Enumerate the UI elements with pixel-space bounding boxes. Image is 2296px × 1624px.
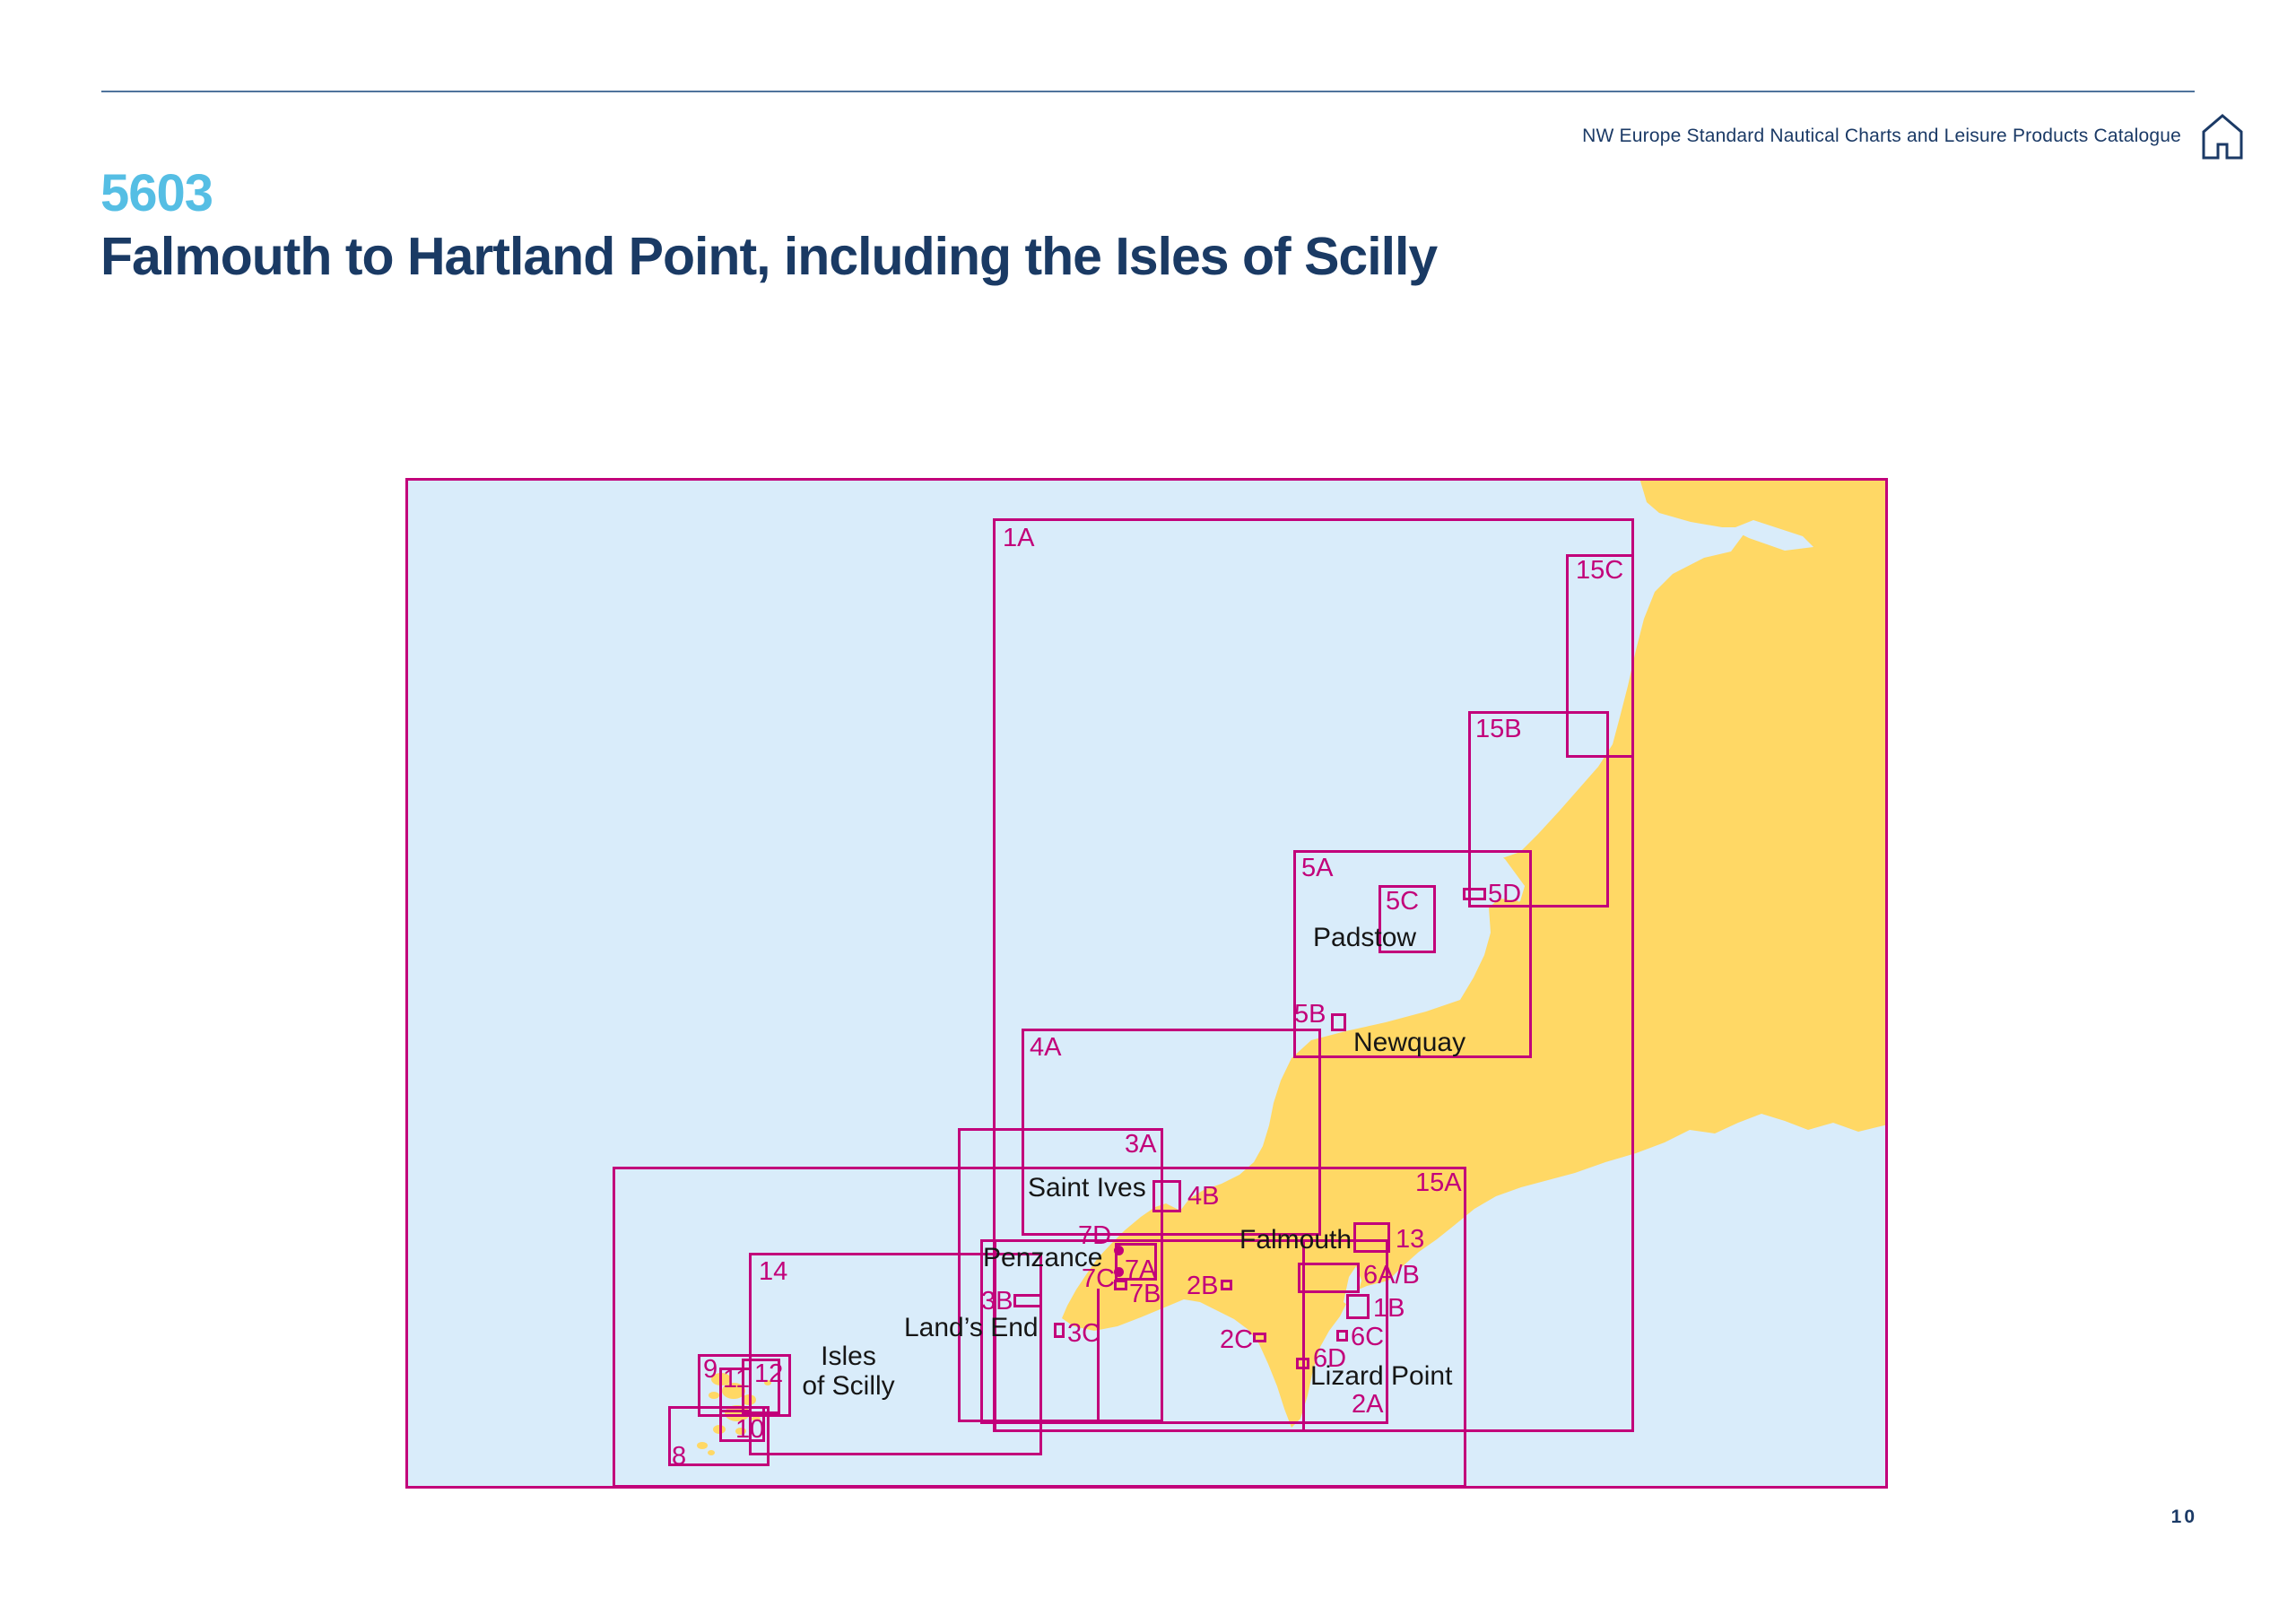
marker-5b [1331, 1013, 1346, 1031]
dot-label-7c: 7C [1082, 1264, 1116, 1293]
map: 1A 15C 15B 5A 5C 4A 3A 4B 7A 13 6A/B 1B 15A 14 9 12 11 10… [405, 478, 1888, 1489]
panel-label-5c: 5C [1386, 887, 1420, 916]
dot-7d [1114, 1246, 1124, 1255]
panel-label-11: 11 [723, 1365, 751, 1394]
panel-label-15a: 15A [1415, 1168, 1462, 1197]
marker-2b [1221, 1280, 1232, 1290]
panel-outline-8 [668, 1406, 770, 1466]
estuary-north [1731, 520, 1813, 551]
panel-label-13: 13 [1396, 1225, 1425, 1254]
estuary-camel [1478, 841, 1525, 902]
panel-label-10: 10 [735, 1415, 765, 1444]
page-title: Falmouth to Hartland Point, including th… [100, 227, 1438, 286]
panel-outline-13 [1353, 1222, 1390, 1253]
place-label-saint-ives: Saint Ives [1028, 1173, 1146, 1203]
place-label-isles-of-scilly: Isles of Scilly [802, 1342, 895, 1401]
panel-label-1a: 1A [1003, 524, 1035, 552]
marker-label-5d: 5D [1488, 880, 1522, 908]
marker-label-2c: 2C [1220, 1325, 1254, 1354]
marker-5d [1463, 888, 1486, 900]
marker-label-2b: 2B [1187, 1272, 1219, 1300]
marker-label-6d: 6D [1313, 1344, 1347, 1373]
dot-7c [1114, 1267, 1124, 1277]
place-label-falmouth: Falmouth [1239, 1225, 1352, 1255]
place-label-newquay: Newquay [1353, 1028, 1466, 1057]
panel-outline-5c [1378, 885, 1436, 953]
panel-outline-4b [1152, 1180, 1181, 1212]
panel-label-3a: 3A [1125, 1130, 1157, 1159]
panel-outline-6a-b [1298, 1263, 1360, 1293]
panel-outline-aux [994, 1239, 1305, 1432]
marker-7b [1114, 1280, 1127, 1290]
panel-outline-1a [993, 518, 1634, 1432]
place-label-padstow: Padstow [1313, 923, 1417, 952]
marker-3c [1054, 1323, 1065, 1338]
marker-3b [1013, 1294, 1042, 1307]
panel-label-2a: 2A [1352, 1390, 1384, 1419]
marker-label-7b: 7B [1129, 1280, 1161, 1308]
panel-outline-4a [1022, 1029, 1321, 1236]
panel-outline-12 [742, 1359, 780, 1414]
boundary-line-0 [1097, 1289, 1100, 1422]
page-number: 10 [2170, 1507, 2197, 1527]
panel-label-4a: 4A [1030, 1033, 1062, 1062]
panel-label-9: 9 [703, 1355, 718, 1384]
panel-label-14: 14 [759, 1257, 788, 1286]
marker-6d [1296, 1358, 1309, 1369]
panel-outline-15c [1566, 554, 1634, 758]
panel-label-1b: 1B [1373, 1294, 1405, 1323]
panel-label-7a: 7A [1125, 1255, 1157, 1284]
marker-label-3c: 3C [1067, 1319, 1101, 1348]
panel-outline-9 [698, 1354, 791, 1417]
panel-outline-15b [1468, 711, 1609, 908]
panel-label-15c: 15C [1576, 556, 1624, 585]
panel-label-15b: 15B [1475, 715, 1522, 743]
marker-label-5b: 5B [1294, 1000, 1326, 1029]
panel-label-6a-b: 6A/B [1363, 1261, 1420, 1290]
header-rule [101, 91, 2195, 92]
panel-outline-3a [958, 1128, 1163, 1422]
panel-outline-7a [1115, 1243, 1157, 1281]
marker-6c [1336, 1330, 1348, 1342]
place-label-lizard-point: Lizard Point [1310, 1361, 1453, 1391]
dot-label-7d: 7D [1078, 1221, 1112, 1250]
place-label-penzance: Penzance [983, 1243, 1103, 1272]
panel-outline-11 [719, 1368, 752, 1412]
catalogue-title: NW Europe Standard Nautical Charts and L… [1582, 126, 2181, 146]
panel-label-12: 12 [754, 1359, 784, 1388]
panel-label-4b: 4B [1187, 1182, 1220, 1211]
place-label-land-s-end: Land’s End [904, 1313, 1039, 1342]
panel-outline-1b [1346, 1294, 1370, 1319]
panel-outline-5a [1293, 850, 1532, 1058]
marker-label-3b: 3B [981, 1287, 1013, 1316]
panel-label-8: 8 [672, 1442, 687, 1471]
marker-2c [1253, 1333, 1266, 1342]
panel-label-5a: 5A [1301, 854, 1334, 882]
chart-number: 5603 [100, 164, 213, 222]
marker-label-6c: 6C [1351, 1323, 1385, 1351]
home-icon[interactable] [2201, 113, 2244, 161]
